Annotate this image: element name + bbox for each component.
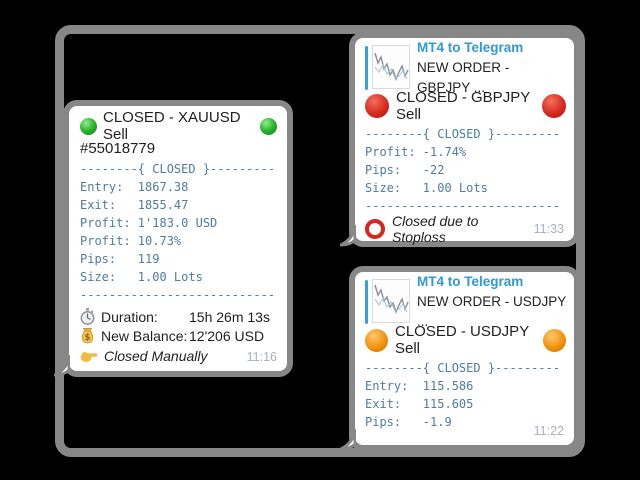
note-text: Closed Manually: [104, 348, 208, 364]
chart-thumbnail: [372, 279, 410, 323]
info-value: 15h 26m 13s: [189, 308, 270, 325]
duration-row: Duration: 15h 26m 13s: [80, 307, 277, 326]
reply-text: NEW ORDER - GBPJPY ...: [417, 60, 510, 95]
message-title-row: CLOSED - GBPJPY Sell: [365, 89, 566, 123]
message-title: CLOSED - GBPJPY Sell: [396, 89, 530, 123]
reply-title: MT4 to Telegram: [417, 274, 524, 289]
chart-thumbnail: [372, 45, 410, 89]
balance-row: $ New Balance: 12'206 USD: [80, 326, 277, 345]
reply-quote[interactable]: MT4 to Telegram NEW ORDER - GBPJPY ...: [365, 40, 566, 95]
message-bubble-usdjpy[interactable]: MT4 to Telegram NEW ORDER - USDJPY ... C…: [340, 266, 580, 451]
green-circle-icon: [260, 117, 277, 135]
message-bubble-xauusd[interactable]: CLOSED - XAUUSD Sell #55018779 --------{…: [54, 100, 293, 377]
pointing-hand-icon: [80, 350, 98, 363]
outer-frame: [55, 25, 585, 457]
info-value: 12'206 USD: [189, 327, 265, 344]
timestamp: 11:22: [533, 424, 564, 438]
reply-quote[interactable]: MT4 to Telegram NEW ORDER - USDJPY ...: [365, 274, 566, 329]
stopwatch-icon: [80, 308, 96, 325]
reply-title: MT4 to Telegram: [417, 40, 524, 55]
green-circle-icon: [80, 117, 97, 135]
svg-text:$: $: [85, 333, 91, 343]
message-title: CLOSED - USDJPY Sell: [395, 323, 529, 357]
close-note-row: Closed Manually: [80, 345, 277, 367]
hollow-red-circle-icon: [365, 219, 385, 239]
orange-circle-icon: [543, 328, 566, 352]
trade-details-pre: --------{ CLOSED }--------- Profit: -1.7…: [365, 127, 561, 213]
order-id: #55018779: [80, 140, 156, 157]
reply-bar: [365, 280, 368, 324]
bubble-tail: [340, 225, 356, 247]
close-note-row: Closed due to Stoploss 11:33: [365, 213, 566, 245]
trade-details-pre: --------{ CLOSED }--------- Entry: 115.5…: [365, 361, 561, 429]
red-circle-icon: [542, 94, 566, 118]
trade-details-pre: --------{ CLOSED }--------- Entry: 1867.…: [80, 162, 276, 302]
note-text: Closed due to Stoploss: [392, 213, 479, 245]
reply-bar: [365, 46, 368, 90]
info-label: Duration:: [101, 308, 158, 325]
money-bag-icon: $: [80, 327, 96, 344]
timestamp: 11:33: [533, 222, 564, 236]
timestamp: 11:16: [246, 350, 277, 364]
red-circle-icon: [365, 94, 389, 118]
message-title-row: CLOSED - XAUUSD Sell: [80, 109, 277, 143]
orange-circle-icon: [365, 328, 388, 352]
reply-text: NEW ORDER - USDJPY ...: [417, 294, 567, 329]
bubble-tail: [54, 355, 70, 377]
info-label: New Balance:: [101, 327, 188, 344]
bubble-tail: [340, 429, 356, 451]
message-bubble-gbpjpy[interactable]: MT4 to Telegram NEW ORDER - GBPJPY ... C…: [340, 32, 580, 247]
message-title: CLOSED - XAUUSD Sell: [103, 109, 241, 143]
message-title-row: CLOSED - USDJPY Sell: [365, 323, 566, 357]
